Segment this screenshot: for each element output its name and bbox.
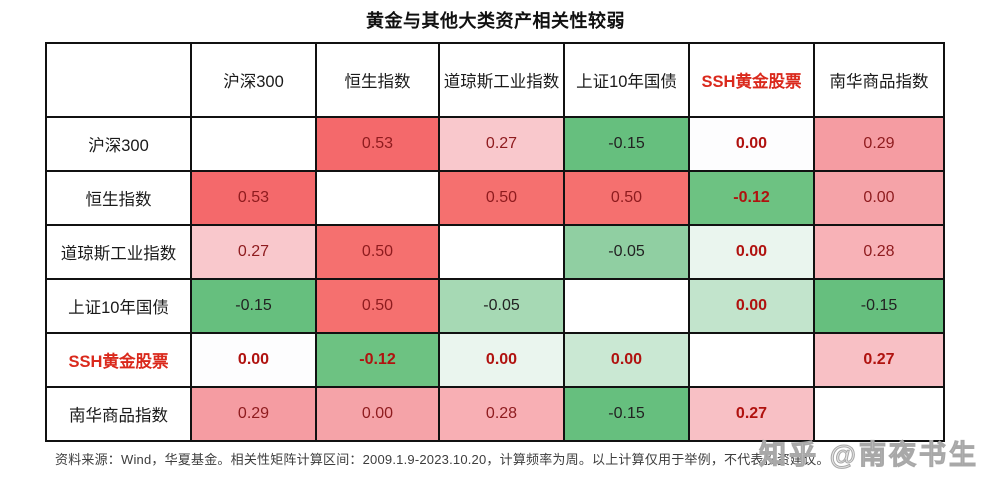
table-body: 沪深300 0.53 0.27 -0.15 0.00 0.29 恒生指数 0.53 0.50 0.… (45, 116, 945, 442)
col-header-cell: 道琼斯工业指数 (438, 42, 565, 118)
table-row: SSH黄金股票 0.00 -0.12 0.00 0.00 0.27 (45, 332, 945, 388)
matrix-cell-empty (563, 278, 690, 334)
row-header-cell: 上证10年国债 (45, 278, 192, 334)
matrix-cell: 0.00 (688, 278, 815, 334)
matrix-cell: 0.29 (190, 386, 317, 442)
page-title: 黄金与其他大类资产相关性较弱 (366, 11, 625, 31)
matrix-cell-empty (438, 224, 565, 280)
matrix-cell: 0.27 (438, 116, 565, 172)
matrix-cell: 0.27 (190, 224, 317, 280)
matrix-cell: -0.15 (813, 278, 945, 334)
matrix-cell-empty (190, 116, 317, 172)
matrix-cell: 0.27 (688, 386, 815, 442)
matrix-cell: 0.00 (438, 332, 565, 388)
matrix-cell: 0.00 (688, 224, 815, 280)
matrix-cell: 0.00 (315, 386, 440, 442)
matrix-cell: 0.53 (190, 170, 317, 226)
matrix-cell: 0.50 (315, 278, 440, 334)
col-header-cell: 上证10年国债 (563, 42, 690, 118)
matrix-cell: 0.50 (563, 170, 690, 226)
row-header-cell: 恒生指数 (45, 170, 192, 226)
watermark: 知乎 @南夜书生 (759, 440, 979, 471)
matrix-cell: -0.05 (438, 278, 565, 334)
corner-cell (45, 42, 192, 118)
table-row: 恒生指数 0.53 0.50 0.50 -0.12 0.00 (45, 170, 945, 226)
table-row: 上证10年国债 -0.15 0.50 -0.05 0.00 -0.15 (45, 278, 945, 334)
row-header-cell: 沪深300 (45, 116, 192, 172)
col-header-cell: 沪深300 (190, 42, 317, 118)
table-row: 沪深300 0.53 0.27 -0.15 0.00 0.29 (45, 116, 945, 172)
matrix-cell: 0.28 (813, 224, 945, 280)
matrix-cell: 0.53 (315, 116, 440, 172)
matrix-cell: 0.00 (688, 116, 815, 172)
matrix-cell: 0.50 (438, 170, 565, 226)
table-row: 道琼斯工业指数 0.27 0.50 -0.05 0.00 0.28 (45, 224, 945, 280)
matrix-cell: 0.27 (813, 332, 945, 388)
row-header-cell: 道琼斯工业指数 (45, 224, 192, 280)
row-header-cell: 南华商品指数 (45, 386, 192, 442)
matrix-cell: -0.15 (190, 278, 317, 334)
correlation-table: 沪深300 恒生指数 道琼斯工业指数 上证10年国债 SSH黄金股票 南华商品指数 沪深3… (45, 42, 945, 442)
matrix-cell: 0.50 (315, 224, 440, 280)
matrix-cell-empty (813, 386, 945, 442)
matrix-cell-empty (688, 332, 815, 388)
table-row: 南华商品指数 0.29 0.00 0.28 -0.15 0.27 (45, 386, 945, 442)
matrix-cell-empty (315, 170, 440, 226)
matrix-cell: 0.00 (563, 332, 690, 388)
matrix-cell: -0.12 (315, 332, 440, 388)
col-header-cell: 恒生指数 (315, 42, 440, 118)
matrix-cell: 0.28 (438, 386, 565, 442)
matrix-cell: 0.00 (813, 170, 945, 226)
matrix-cell: -0.15 (563, 386, 690, 442)
col-header-cell: 南华商品指数 (813, 42, 945, 118)
matrix-cell: 0.29 (813, 116, 945, 172)
header-row: 沪深300 恒生指数 道琼斯工业指数 上证10年国债 SSH黄金股票 南华商品指数 (45, 42, 945, 118)
row-header-cell: SSH黄金股票 (45, 332, 192, 388)
matrix-cell: 0.00 (190, 332, 317, 388)
source-note: 资料来源：Wind，华夏基金。相关性矩阵计算区间：2009.1.9-2023.1… (55, 452, 830, 467)
col-header-cell: SSH黄金股票 (688, 42, 815, 118)
matrix-cell: -0.12 (688, 170, 815, 226)
matrix-cell: -0.15 (563, 116, 690, 172)
matrix-cell: -0.05 (563, 224, 690, 280)
